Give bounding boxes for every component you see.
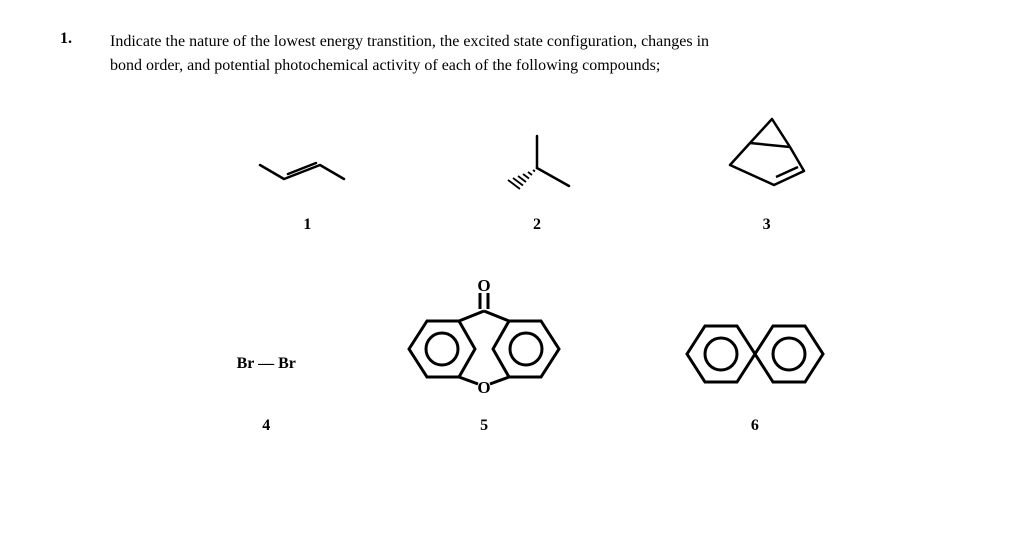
structure-isobutane	[487, 128, 587, 198]
carbonyl-o-label: O	[477, 279, 490, 295]
compound-1: 1	[252, 143, 362, 234]
compound-label-3: 3	[763, 216, 771, 234]
structure-bromine: Br — Br	[237, 329, 296, 399]
structure-trans-butene	[252, 143, 362, 198]
question-line1: Indicate the nature of the lowest energy…	[110, 33, 709, 50]
question-text: Indicate the nature of the lowest energy…	[110, 30, 709, 78]
compound-6: 6	[672, 309, 837, 435]
compound-5: O O 5	[389, 279, 579, 435]
question-block: 1. Indicate the nature of the lowest ene…	[60, 30, 964, 78]
compound-label-4: 4	[262, 417, 270, 435]
compound-label-2: 2	[533, 216, 541, 234]
structure-norbornene	[712, 113, 822, 198]
compound-3: 3	[712, 113, 822, 234]
structure-naphthalene	[672, 309, 837, 399]
question-number: 1.	[60, 30, 110, 48]
compounds-row-1: 1 2	[190, 113, 884, 234]
compound-label-5: 5	[480, 417, 488, 435]
structure-xanthone: O O	[389, 279, 579, 399]
compound-4: Br — Br 4	[237, 329, 296, 435]
compound-label-1: 1	[303, 216, 311, 234]
compounds-row-2: Br — Br 4 O O 5	[190, 279, 884, 435]
compound-2: 2	[487, 128, 587, 234]
ring-o-label: O	[477, 378, 490, 397]
question-line2: bond order, and potential photochemical …	[110, 57, 660, 74]
compound-label-6: 6	[751, 417, 759, 435]
